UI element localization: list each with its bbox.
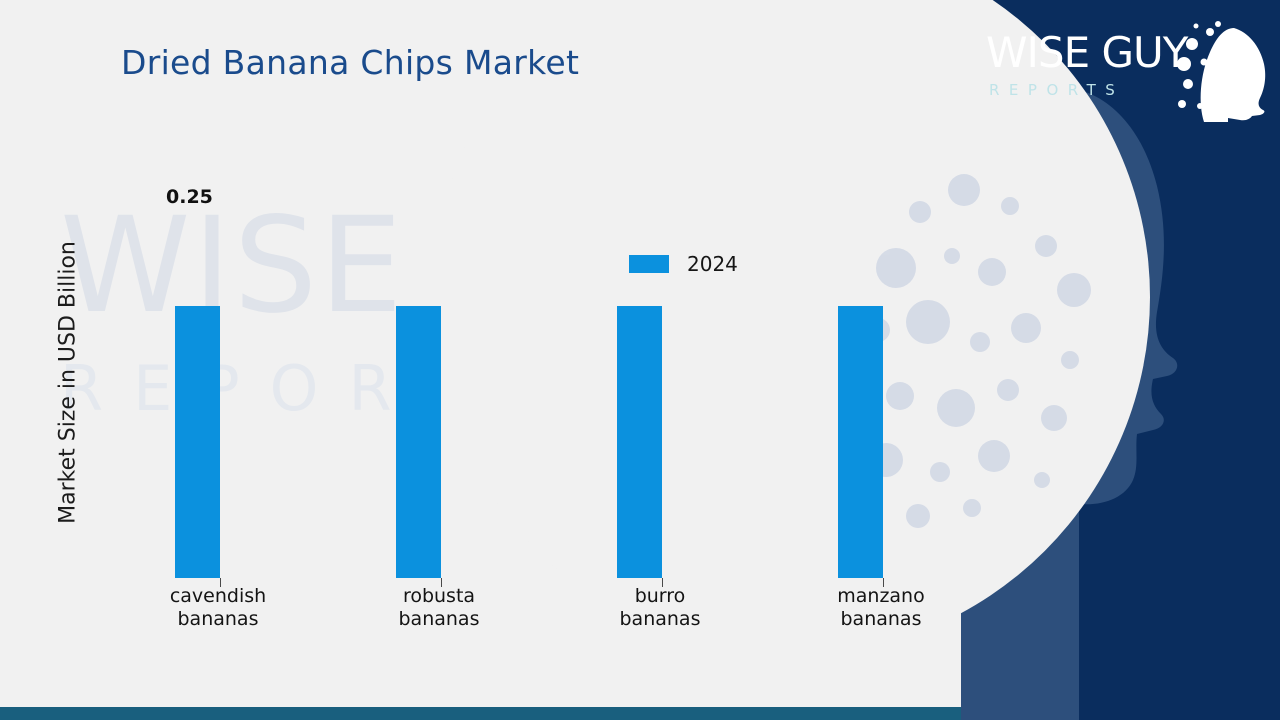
wiseguy-reports-logo: WISE GUY REPORTS bbox=[978, 21, 1268, 122]
bar-value-label: 0.25 bbox=[166, 186, 213, 208]
x-axis-tick bbox=[883, 578, 884, 587]
bar-robusta-bananas[interactable] bbox=[396, 306, 441, 578]
category-label-line2: bananas bbox=[840, 608, 922, 630]
chart-legend: 2024 bbox=[629, 252, 738, 276]
legend-label-2024: 2024 bbox=[687, 252, 738, 276]
legend-swatch-2024[interactable] bbox=[629, 255, 669, 273]
x-axis-tick bbox=[220, 578, 221, 587]
bar-chart-plot: Market Size in USD Billion 0.25 cavendis… bbox=[55, 186, 925, 631]
y-axis-label: Market Size in USD Billion bbox=[55, 241, 81, 524]
x-axis-category-label: cavendish bananas bbox=[118, 585, 318, 631]
category-label-line1: robusta bbox=[402, 585, 476, 607]
category-label-line1: manzano bbox=[837, 585, 925, 607]
x-axis-category-label: burro bananas bbox=[560, 585, 760, 631]
x-axis-category-label: robusta bananas bbox=[339, 585, 539, 631]
logo-secondary-text: REPORTS bbox=[989, 81, 1125, 99]
category-label-line2: bananas bbox=[177, 608, 259, 630]
footer-accent-bar bbox=[0, 707, 961, 720]
logo-head-icon bbox=[1177, 21, 1266, 122]
dot-pattern-decoration bbox=[866, 174, 1091, 528]
bar-manzano-bananas[interactable] bbox=[838, 306, 883, 578]
category-label-line1: cavendish bbox=[169, 585, 267, 607]
category-label-line2: bananas bbox=[398, 608, 480, 630]
logo-text-block: WISE GUY REPORTS bbox=[986, 28, 1188, 99]
x-axis-tick bbox=[662, 578, 663, 587]
bar-cavendish-bananas[interactable] bbox=[175, 306, 220, 578]
x-axis-category-label: manzano bananas bbox=[781, 585, 981, 631]
bar-burro-bananas[interactable] bbox=[617, 306, 662, 578]
category-label-line1: burro bbox=[634, 585, 686, 607]
page-title: Dried Banana Chips Market bbox=[121, 43, 580, 82]
x-axis-tick bbox=[441, 578, 442, 587]
category-label-line2: bananas bbox=[619, 608, 701, 630]
logo-primary-text: WISE GUY bbox=[986, 28, 1188, 77]
